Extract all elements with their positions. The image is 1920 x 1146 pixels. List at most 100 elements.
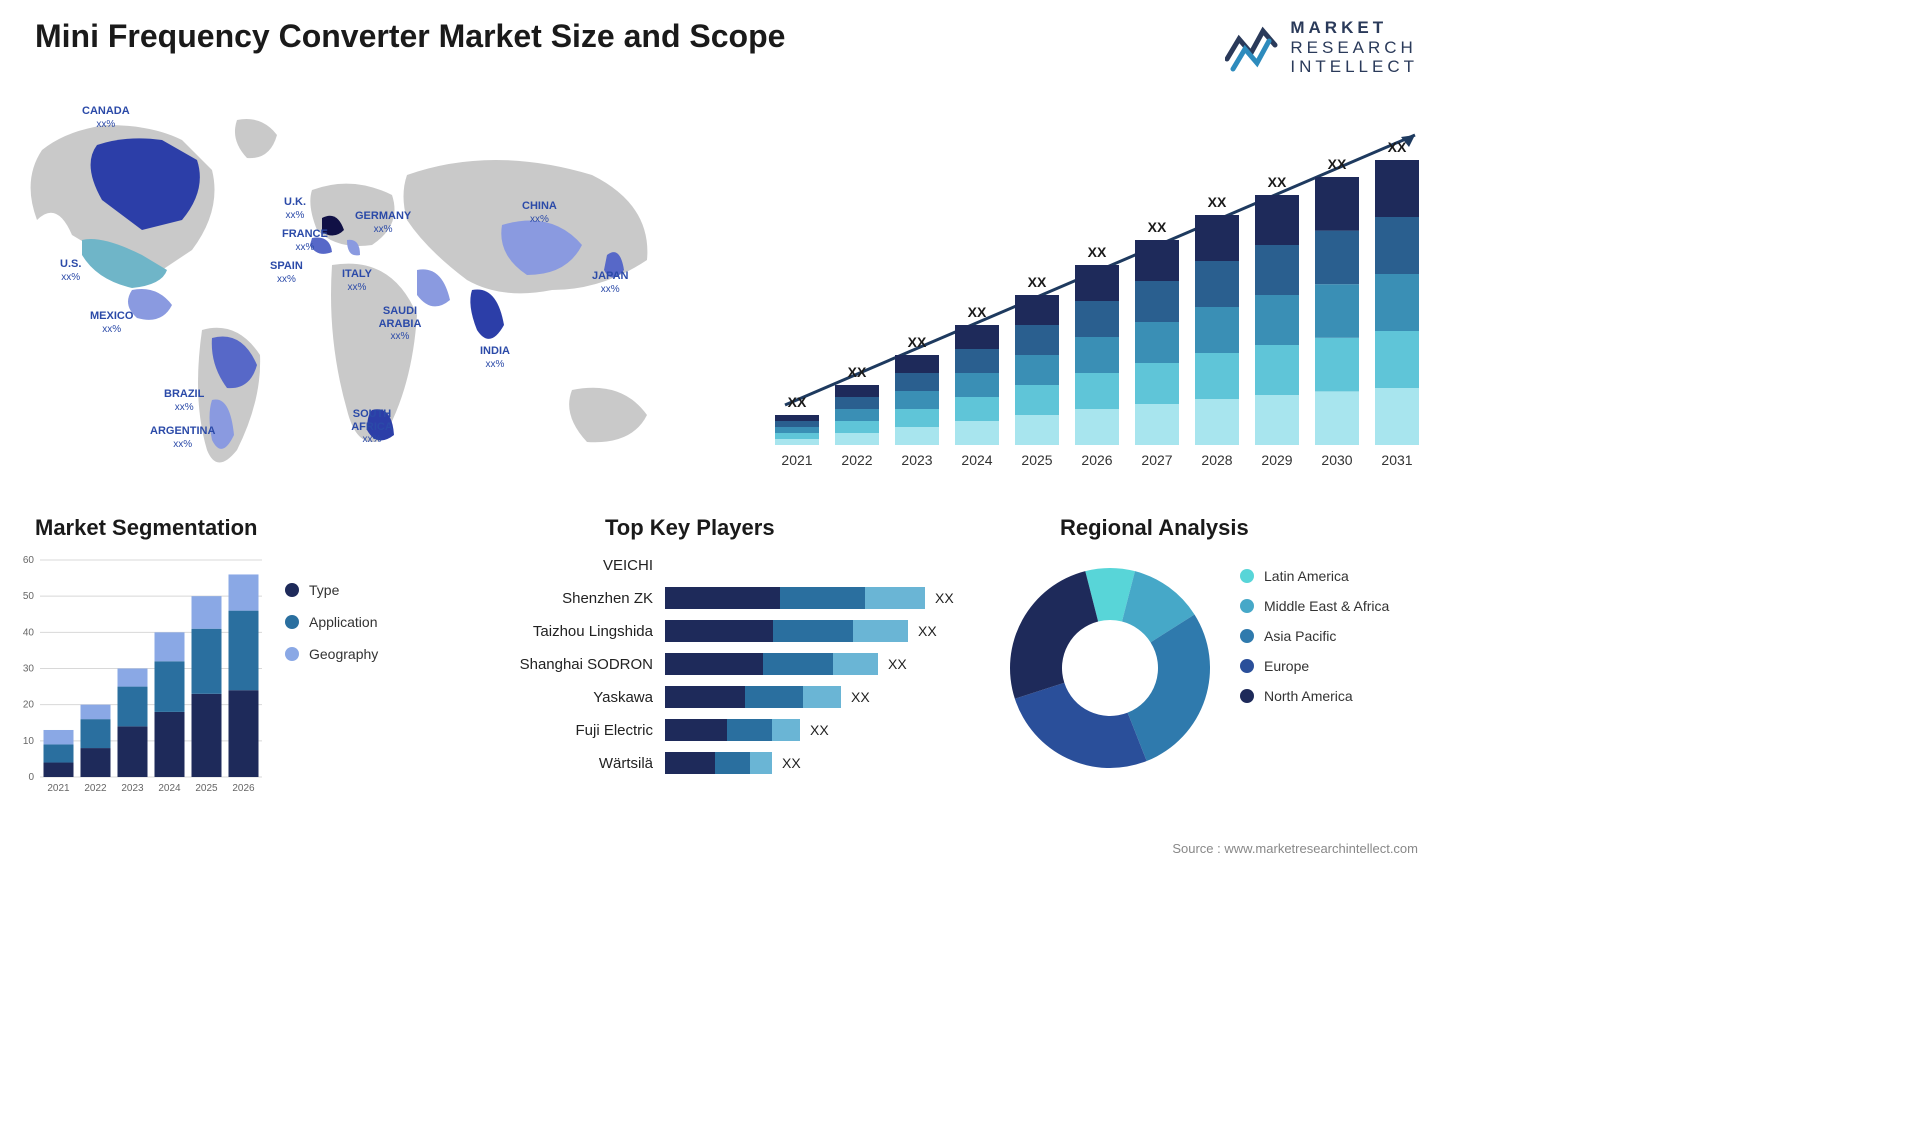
region-legend-north-america: North America xyxy=(1240,688,1389,704)
key-player-row: Shanghai SODRON XX xyxy=(480,651,970,677)
market-size-svg: XX 2021 XX 2022 XX 2023 XX 2024 XX 2025 XX 2026 XX 20… xyxy=(760,95,1430,480)
key-player-row: VEICHI xyxy=(480,552,970,578)
segmentation-legend: Type Application Geography xyxy=(285,582,378,678)
map-label-spain: SPAINxx% xyxy=(270,260,303,285)
svg-text:0: 0 xyxy=(28,772,34,783)
svg-text:2025: 2025 xyxy=(1021,452,1052,468)
logo-line1: MARKET xyxy=(1290,18,1418,38)
map-label-italy: ITALYxx% xyxy=(342,268,372,293)
svg-text:40: 40 xyxy=(23,627,35,638)
key-player-label: Shenzhen ZK xyxy=(480,590,665,607)
svg-text:20: 20 xyxy=(23,700,35,711)
key-player-label: Shanghai SODRON xyxy=(480,656,665,673)
svg-text:XX: XX xyxy=(1208,194,1227,210)
svg-text:2023: 2023 xyxy=(901,452,932,468)
svg-text:2028: 2028 xyxy=(1201,452,1232,468)
svg-text:2026: 2026 xyxy=(1081,452,1112,468)
svg-text:10: 10 xyxy=(23,736,35,747)
svg-text:2022: 2022 xyxy=(841,452,872,468)
key-player-bar xyxy=(665,686,841,708)
svg-text:2022: 2022 xyxy=(84,783,107,794)
svg-text:XX: XX xyxy=(1088,244,1107,260)
svg-text:XX: XX xyxy=(1268,174,1287,190)
svg-text:2024: 2024 xyxy=(158,783,181,794)
svg-text:XX: XX xyxy=(968,304,987,320)
region-legend-asia-pacific: Asia Pacific xyxy=(1240,628,1389,644)
map-label-brazil: BRAZILxx% xyxy=(164,388,204,413)
key-player-bar xyxy=(665,620,908,642)
key-player-bar xyxy=(665,587,925,609)
key-player-row: Shenzhen ZK XX xyxy=(480,585,970,611)
svg-text:XX: XX xyxy=(1328,156,1347,172)
svg-text:XX: XX xyxy=(788,394,807,410)
regional-donut-svg xyxy=(1000,558,1220,778)
seg-legend-application: Application xyxy=(285,614,378,630)
map-label-canada: CANADAxx% xyxy=(82,105,130,130)
map-label-japan: JAPANxx% xyxy=(592,270,628,295)
map-label-saudi-arabia: SAUDI ARABIAxx% xyxy=(370,305,430,343)
key-player-label: Fuji Electric xyxy=(480,722,665,739)
key-player-value: XX xyxy=(888,656,907,672)
svg-text:2031: 2031 xyxy=(1381,452,1412,468)
svg-text:2029: 2029 xyxy=(1261,452,1292,468)
svg-text:2030: 2030 xyxy=(1321,452,1352,468)
segmentation-chart: 0102030405060202120222023202420252026 xyxy=(12,552,272,802)
svg-text:2021: 2021 xyxy=(781,452,812,468)
svg-text:XX: XX xyxy=(1388,139,1407,155)
map-label-germany: GERMANYxx% xyxy=(355,210,411,235)
map-label-france: FRANCExx% xyxy=(282,228,328,253)
logo-icon xyxy=(1225,21,1280,73)
region-legend-latin-america: Latin America xyxy=(1240,568,1389,584)
key-player-row: Yaskawa XX xyxy=(480,684,970,710)
logo-line3: INTELLECT xyxy=(1290,57,1418,77)
world-map: CANADAxx%U.S.xx%MEXICOxx%BRAZILxx%ARGENT… xyxy=(12,90,712,490)
key-player-value: XX xyxy=(782,755,801,771)
key-player-value: XX xyxy=(935,590,954,606)
map-label-south-africa: SOUTH AFRICAxx% xyxy=(342,408,402,446)
brand-logo: MARKET RESEARCH INTELLECT xyxy=(1225,18,1418,77)
key-player-label: Yaskawa xyxy=(480,689,665,706)
source-attribution: Source : www.marketresearchintellect.com xyxy=(1172,841,1418,856)
regional-heading: Regional Analysis xyxy=(1060,515,1249,541)
key-player-label: Wärtsilä xyxy=(480,755,665,772)
region-legend-middle-east-africa: Middle East & Africa xyxy=(1240,598,1389,614)
svg-text:XX: XX xyxy=(848,364,867,380)
key-player-row: Taizhou Lingshida XX xyxy=(480,618,970,644)
svg-text:30: 30 xyxy=(23,664,35,675)
key-player-value: XX xyxy=(810,722,829,738)
key-player-label: Taizhou Lingshida xyxy=(480,623,665,640)
regional-donut-chart xyxy=(1000,558,1220,778)
svg-text:2021: 2021 xyxy=(47,783,70,794)
key-player-label: VEICHI xyxy=(480,557,665,574)
svg-text:XX: XX xyxy=(1148,219,1167,235)
market-size-bar-chart: XX 2021 XX 2022 XX 2023 XX 2024 XX 2025 XX 2026 XX 20… xyxy=(760,95,1430,480)
key-players-chart: VEICHIShenzhen ZKXXTaizhou LingshidaXXSh… xyxy=(480,552,970,783)
svg-text:2023: 2023 xyxy=(121,783,144,794)
map-label-china: CHINAxx% xyxy=(522,200,557,225)
svg-text:2027: 2027 xyxy=(1141,452,1172,468)
key-player-bar xyxy=(665,653,878,675)
key-player-row: Wärtsilä XX xyxy=(480,750,970,776)
svg-text:XX: XX xyxy=(1028,274,1047,290)
map-label-mexico: MEXICOxx% xyxy=(90,310,133,335)
key-player-value: XX xyxy=(918,623,937,639)
seg-legend-geography: Geography xyxy=(285,646,378,662)
seg-legend-type: Type xyxy=(285,582,378,598)
segmentation-svg: 0102030405060202120222023202420252026 xyxy=(12,552,272,802)
map-label-u-k-: U.K.xx% xyxy=(284,196,306,221)
map-label-argentina: ARGENTINAxx% xyxy=(150,425,215,450)
regional-legend: Latin America Middle East & Africa Asia Pa… xyxy=(1240,568,1389,718)
key-player-row: Fuji Electric XX xyxy=(480,717,970,743)
page-title: Mini Frequency Converter Market Size and… xyxy=(35,18,785,55)
svg-text:2026: 2026 xyxy=(232,783,255,794)
key-player-value: XX xyxy=(851,689,870,705)
segmentation-heading: Market Segmentation xyxy=(35,515,258,541)
key-players-heading: Top Key Players xyxy=(605,515,775,541)
svg-text:50: 50 xyxy=(23,591,35,602)
svg-text:XX: XX xyxy=(908,334,927,350)
svg-text:2024: 2024 xyxy=(961,452,992,468)
key-player-bar xyxy=(665,752,772,774)
map-label-india: INDIAxx% xyxy=(480,345,510,370)
region-legend-europe: Europe xyxy=(1240,658,1389,674)
logo-line2: RESEARCH xyxy=(1290,38,1418,58)
